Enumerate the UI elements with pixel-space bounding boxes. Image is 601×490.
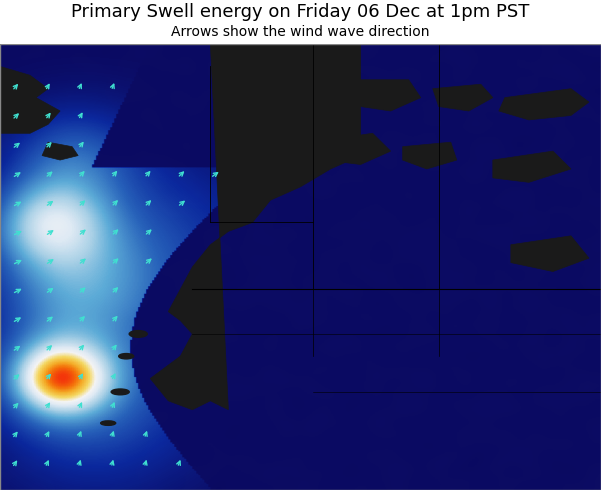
Polygon shape xyxy=(150,44,361,410)
Ellipse shape xyxy=(118,354,133,359)
Polygon shape xyxy=(511,236,589,271)
Ellipse shape xyxy=(100,421,115,425)
Polygon shape xyxy=(343,80,421,111)
Polygon shape xyxy=(0,66,60,133)
Ellipse shape xyxy=(111,389,129,395)
Polygon shape xyxy=(403,142,457,169)
Text: Primary Swell energy on Friday 06 Dec at 1pm PST: Primary Swell energy on Friday 06 Dec at… xyxy=(72,3,529,22)
Polygon shape xyxy=(313,133,391,165)
Text: Arrows show the wind wave direction: Arrows show the wind wave direction xyxy=(171,25,430,39)
Ellipse shape xyxy=(129,331,147,337)
Polygon shape xyxy=(433,84,493,111)
Polygon shape xyxy=(493,151,571,182)
Polygon shape xyxy=(499,89,589,120)
Polygon shape xyxy=(42,142,78,160)
